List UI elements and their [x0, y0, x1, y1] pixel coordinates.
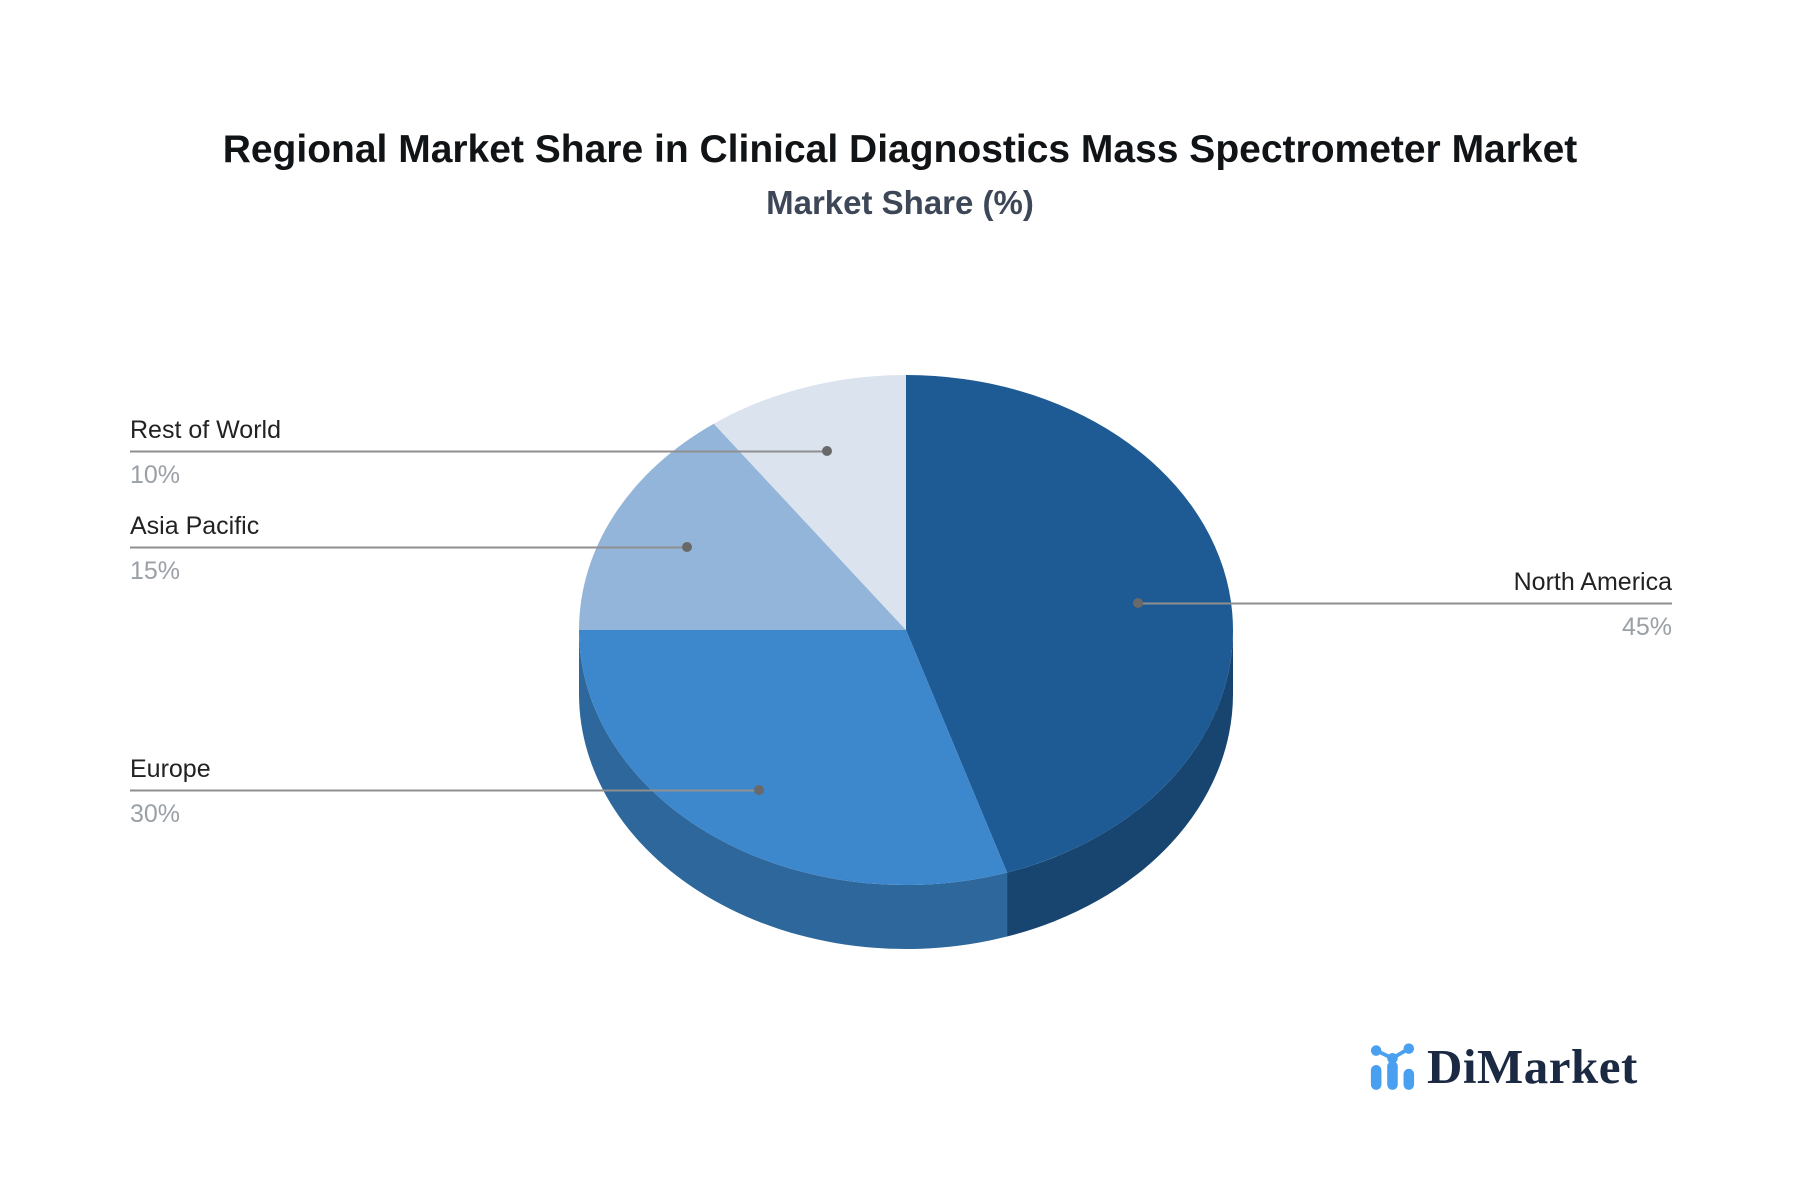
slice-value-north-america: 45% [1621, 613, 1672, 641]
slice-value-rest-of-world: 10% [130, 461, 181, 489]
pie-slice-north-america[interactable] [906, 375, 1234, 873]
slice-label-rest-of-world: Rest of World [130, 416, 281, 444]
slice-value-europe: 30% [130, 800, 181, 828]
leader-dot-rest-of-world [822, 446, 832, 456]
pie-slice-side-europe [579, 630, 1008, 949]
pie-slice-rest-of-world[interactable] [713, 375, 906, 630]
leader-dot-north-america [1133, 598, 1143, 608]
slice-value-asia-pacific: 15% [130, 557, 181, 585]
leader-dot-europe [754, 785, 764, 795]
slice-label-north-america: North America [1513, 568, 1672, 596]
slice-label-asia-pacific: Asia Pacific [130, 512, 260, 540]
leader-dot-asia-pacific [682, 542, 692, 552]
pie-slice-asia-pacific[interactable] [579, 423, 906, 630]
pie-slice-side-north-america [1007, 630, 1233, 937]
slice-label-europe: Europe [130, 755, 211, 783]
brand-logo: DiMarket [1368, 1038, 1638, 1091]
chart-title: Regional Market Share in Clinical Diagno… [222, 128, 1578, 171]
bar-line-chart-icon [1370, 1043, 1415, 1090]
chart-subtitle: Market Share (%) [766, 184, 1034, 221]
brand-name: DiMarket [1427, 1039, 1638, 1094]
pie-slice-europe[interactable] [579, 630, 1008, 886]
